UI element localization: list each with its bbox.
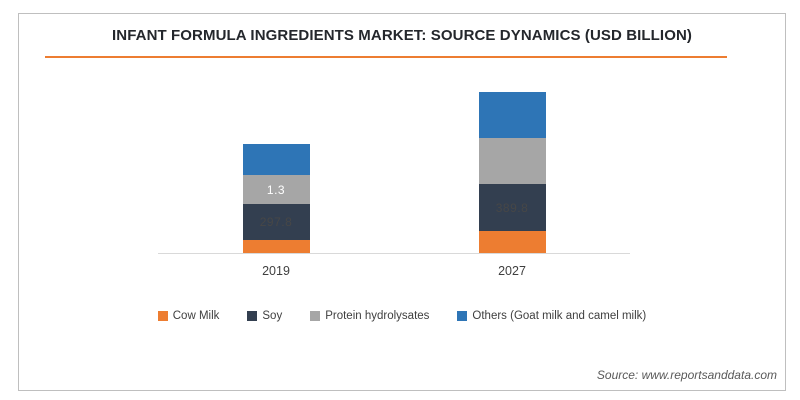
legend-label-cow-milk: Cow Milk: [172, 310, 220, 322]
legend-label-others: Others (Goat milk and camel milk): [472, 310, 647, 322]
legend-label-protein-hydrolysates: Protein hydrolysates: [325, 310, 430, 322]
x-axis-label-2019: 2019: [262, 264, 290, 278]
bar-segment-2019-soy: 297.8: [242, 204, 310, 240]
bar-segment-2027-others-goat-milk-and-camel-milk: [478, 92, 546, 138]
bar-segment-2019-protein-hydrolysates: 1.3: [242, 175, 310, 204]
legend-item-others: Others (Goat milk and camel milk): [457, 310, 646, 322]
legend-item-soy: Soy: [247, 310, 282, 322]
plot-area: 2019 2027 297.8 1.3 389.8: [158, 80, 630, 278]
source-note: Source: www.reportsanddata.com: [596, 368, 777, 382]
title-underline: [45, 56, 727, 58]
legend-label-soy: Soy: [262, 310, 283, 322]
bar-segment-2027-cow-milk: [478, 231, 546, 253]
legend-swatch-soy: [247, 311, 258, 321]
bar-segment-2019-cow-milk: [242, 240, 310, 253]
legend-swatch-protein-hydrolysates: [310, 311, 321, 321]
bar-segment-2027-soy: 389.8: [478, 184, 546, 231]
bar-segment-2019-others-goat-milk-and-camel-milk: [242, 144, 310, 175]
chart-title: INFANT FORMULA INGREDIENTS MARKET: SOURC…: [112, 27, 692, 44]
data-label: 1.3: [266, 182, 286, 197]
bar-segment-2027-protein-hydrolysates: [478, 138, 546, 184]
x-axis-label-2027: 2027: [498, 264, 526, 278]
data-label: 389.8: [495, 200, 529, 215]
legend-item-cow-milk: Cow Milk: [157, 310, 220, 322]
legend-item-protein-hydrolysates: Protein hydrolysates: [310, 310, 429, 322]
legend-swatch-others: [457, 311, 468, 321]
data-label: 297.8: [259, 215, 293, 229]
legend-swatch-cow-milk: [157, 311, 168, 321]
chart-frame: INFANT FORMULA INGREDIENTS MARKET: SOURC…: [18, 13, 786, 391]
x-axis-line: [158, 253, 630, 254]
legend: Cow Milk Soy Protein hydrolysates Others…: [19, 310, 785, 322]
